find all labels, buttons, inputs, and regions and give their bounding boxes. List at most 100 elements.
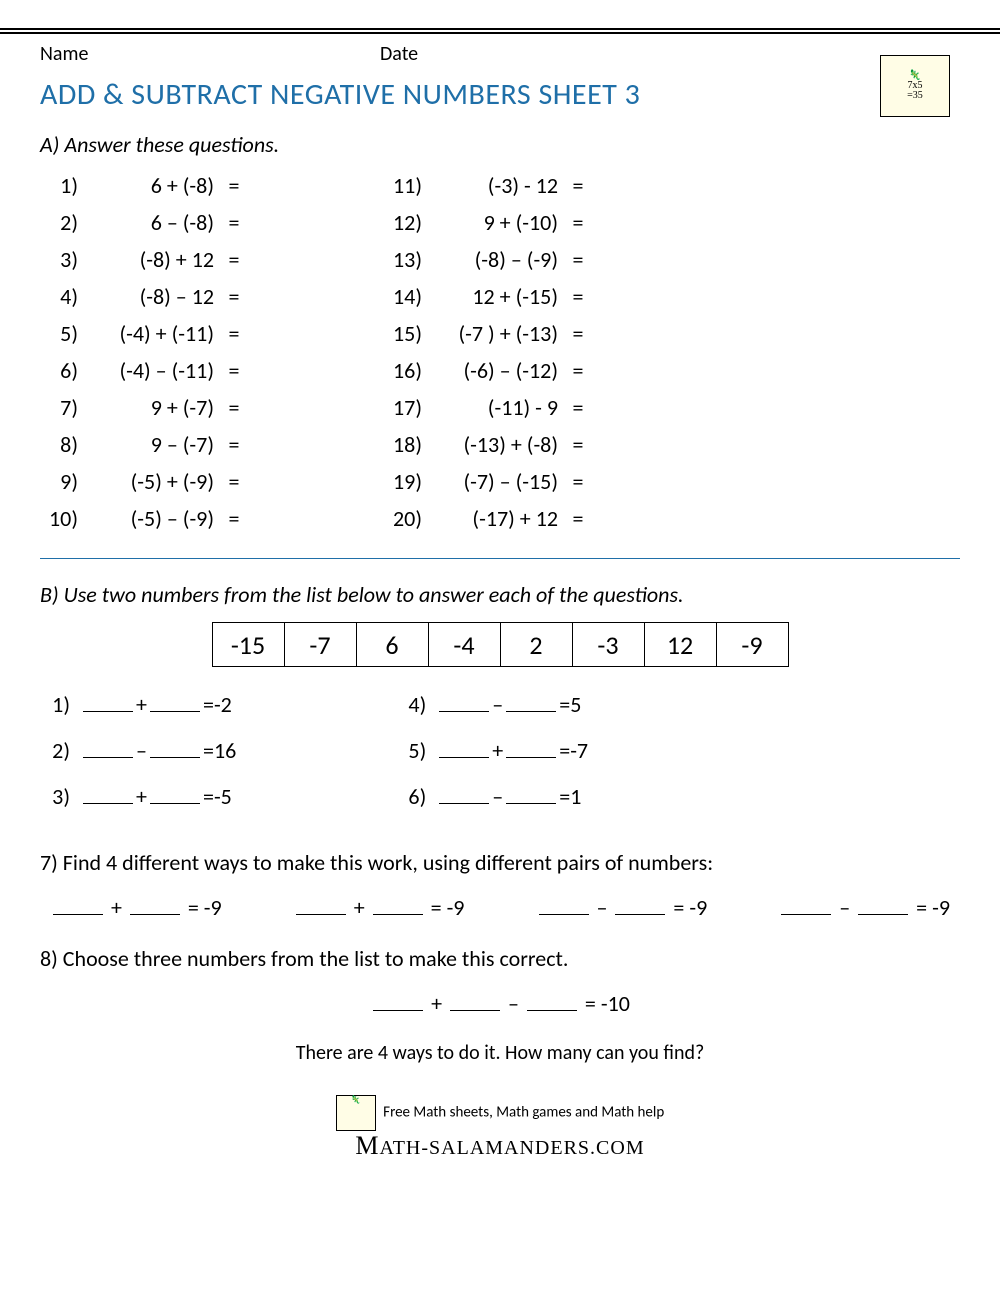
question-column-right: 11)(-3) - 12=12)9 + (-10)=13)(-8) – (-9)… [384, 172, 588, 542]
equals-sign: = [224, 172, 244, 199]
equals-sign: = [224, 246, 244, 273]
question-expression: 9 + (-10) [428, 209, 568, 236]
equals-sign: = [224, 394, 244, 421]
section-b-label: B) Use two numbers from the list below t… [40, 581, 960, 608]
blank-input[interactable] [506, 738, 556, 758]
blank-input[interactable] [450, 991, 500, 1011]
number-list-boxes: -15-76-42-312-9 [40, 622, 960, 667]
question-row: 6)(-4) – (-11)= [40, 357, 244, 394]
question-expression: (-8) – 12 [84, 283, 224, 310]
blank-input[interactable] [539, 895, 589, 915]
blank-input[interactable] [373, 991, 423, 1011]
fill-row: 6) – = 1 [396, 783, 588, 829]
number-cell: -7 [284, 623, 356, 667]
question-expression: (-8) – (-9) [428, 246, 568, 273]
question-row: 2)6 – (-8)= [40, 209, 244, 246]
question-expression: (-11) - 9 [428, 394, 568, 421]
question-row: 19)(-7) – (-15)= [384, 468, 588, 505]
fill-row: 3) + = -5 [40, 783, 236, 829]
question-number: 14) [384, 283, 428, 310]
equals-sign: = [224, 505, 244, 532]
question-number: 10) [40, 505, 84, 532]
blank-input[interactable] [373, 895, 423, 915]
question-number: 5) [40, 320, 84, 347]
blank-input[interactable] [439, 784, 489, 804]
blank-input[interactable] [527, 991, 577, 1011]
blank-input[interactable] [83, 784, 133, 804]
equals-sign: = [224, 431, 244, 458]
number-cell: 2 [500, 623, 572, 667]
number-cell: -3 [572, 623, 644, 667]
blank-input[interactable] [150, 784, 200, 804]
blank-input[interactable] [506, 784, 556, 804]
blank-input[interactable] [150, 738, 200, 758]
question-row: 14)12 + (-15)= [384, 283, 588, 320]
question-number: 6) [40, 357, 84, 384]
question-number: 2) [40, 209, 84, 236]
worksheet-page: Name Date 🦎7x5=35 ADD & SUBTRACT NEGATIV… [0, 42, 1000, 1181]
fill-number: 4) [396, 691, 436, 718]
question-expression: (-7 ) + (-13) [428, 320, 568, 347]
fill-result: -5 [214, 783, 232, 810]
question-row: 18)(-13) + (-8)= [384, 431, 588, 468]
blank-input[interactable] [150, 692, 200, 712]
question-number: 3) [40, 246, 84, 273]
fill-row: 5) + = -7 [396, 737, 588, 783]
number-cell: -9 [716, 623, 788, 667]
name-label: Name [40, 42, 380, 66]
question-expression: 12 + (-15) [428, 283, 568, 310]
question-row: 13)(-8) – (-9)= [384, 246, 588, 283]
question-number: 20) [384, 505, 428, 532]
blank-input[interactable] [615, 895, 665, 915]
equals-sign: = [568, 246, 588, 273]
equals-sign: = [224, 357, 244, 384]
question-row: 4)(-8) – 12= [40, 283, 244, 320]
question-expression: (-5) + (-9) [84, 468, 224, 495]
question-number: 13) [384, 246, 428, 273]
blank-input[interactable] [53, 895, 103, 915]
blank-input[interactable] [506, 692, 556, 712]
blank-input[interactable] [439, 692, 489, 712]
question-number: 7) [40, 394, 84, 421]
question-row: 10)(-5) – (-9)= [40, 505, 244, 542]
question-number: 1) [40, 172, 84, 199]
question-row: 15)(-7 ) + (-13)= [384, 320, 588, 357]
blank-input[interactable] [296, 895, 346, 915]
fill-number: 2) [40, 737, 80, 764]
q7-item: + = -9 [50, 894, 222, 921]
blank-input[interactable] [781, 895, 831, 915]
question-row: 16)(-6) – (-12)= [384, 357, 588, 394]
question-expression: (-8) + 12 [84, 246, 224, 273]
question-number: 9) [40, 468, 84, 495]
equals-sign: = [224, 283, 244, 310]
worksheet-title: ADD & SUBTRACT NEGATIVE NUMBERS SHEET 3 [40, 76, 960, 113]
section-a-label: A) Answer these questions. [40, 131, 960, 158]
blank-input[interactable] [83, 738, 133, 758]
equals-sign: = [568, 283, 588, 310]
number-cell: 6 [356, 623, 428, 667]
number-cell: -4 [428, 623, 500, 667]
question-expression: (-5) – (-9) [84, 505, 224, 532]
question-row: 5)(-4) + (-11)= [40, 320, 244, 357]
question-row: 3)(-8) + 12= [40, 246, 244, 283]
fill-row: 1) + = -2 [40, 691, 236, 737]
question-number: 19) [384, 468, 428, 495]
question-expression: (-3) - 12 [428, 172, 568, 199]
fill-result: 16 [214, 737, 236, 764]
blank-input[interactable] [130, 895, 180, 915]
question-row: 9)(-5) + (-9)= [40, 468, 244, 505]
question-expression: (-6) – (-12) [428, 357, 568, 384]
equals-sign: = [568, 357, 588, 384]
question-8-hint: There are 4 ways to do it. How many can … [40, 1041, 960, 1065]
footer-tagline: Free Math sheets, Math games and Math he… [383, 1104, 664, 1122]
question-expression: 6 + (-8) [84, 172, 224, 199]
blank-input[interactable] [858, 895, 908, 915]
blank-input[interactable] [83, 692, 133, 712]
question-row: 12)9 + (-10)= [384, 209, 588, 246]
question-expression: (-13) + (-8) [428, 431, 568, 458]
question-number: 17) [384, 394, 428, 421]
blank-input[interactable] [439, 738, 489, 758]
question-expression: (-17) + 12 [428, 505, 568, 532]
footer: 🦎 Free Math sheets, Math games and Math … [40, 1095, 960, 1161]
equals-sign: = [224, 209, 244, 236]
